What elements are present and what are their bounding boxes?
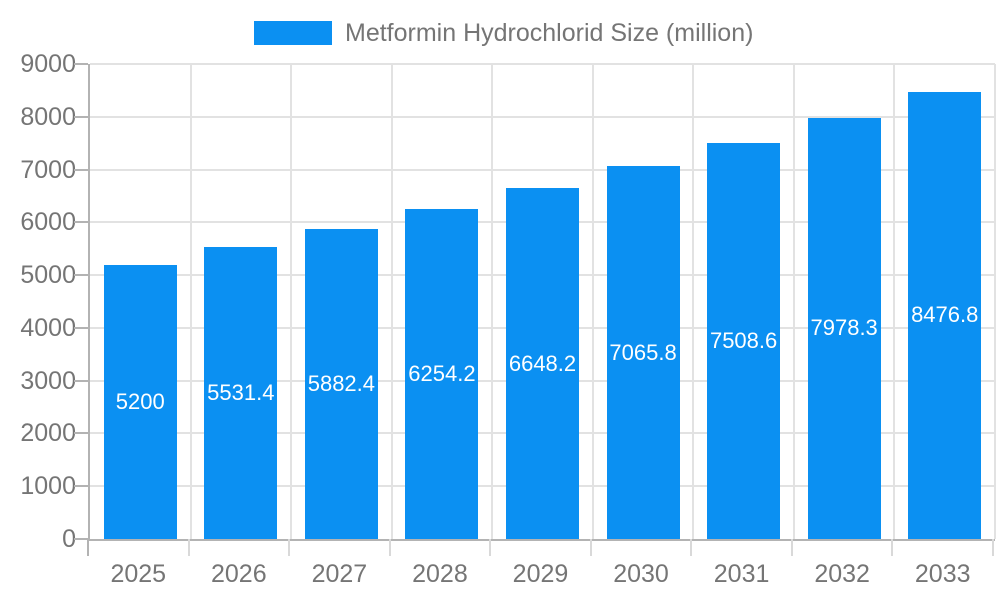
y-axis-label: 4000 [20,313,76,342]
x-axis-tick [288,539,291,556]
bar-2030: 7065.8 [606,166,680,539]
gridline-vertical [994,64,996,539]
bar-value-label: 5200 [115,388,165,414]
gridline-vertical [290,64,293,539]
y-axis-label: 9000 [20,50,76,78]
gridline-vertical [390,64,393,539]
gridline-horizontal [90,168,995,171]
y-axis-label: 8000 [20,102,76,131]
bar-value-label: 7065.8 [609,339,677,365]
chart-legend[interactable]: Metformin Hydrochlorid Size (million) [0,0,1000,56]
x-axis-label: 2025 [110,560,167,588]
legend-label: Metformin Hydrochlorid Size (million) [345,19,754,47]
x-axis-tick [589,539,592,556]
x-axis-label: 2026 [211,560,267,588]
y-axis-tick [74,326,88,329]
bar-2029: 6648.2 [506,188,579,539]
bar-value-label: 6648.2 [508,350,577,376]
x-axis-tick [388,539,391,556]
x-axis-label: 2029 [512,560,569,588]
bar-value-label: 5531.4 [207,380,275,406]
gridline-vertical [491,64,494,539]
x-axis-label: 2032 [814,560,870,588]
bar-value-label: 7978.3 [810,315,878,341]
gridline-vertical [591,64,594,539]
x-axis-tick [690,539,693,556]
bar-2033: 8476.8 [908,91,982,539]
y-axis-label: 6000 [20,208,76,237]
bar-value-label: 5882.4 [307,370,376,396]
bar-2027: 5882.4 [304,228,378,539]
x-axis-label: 2030 [613,560,669,588]
bar-value-label: 6254.2 [408,360,476,386]
y-axis-tick [74,485,88,488]
y-axis-tick [74,115,88,118]
x-axis-tick [87,539,89,556]
x-axis-label: 2028 [412,560,468,588]
gridline-vertical [792,64,795,539]
x-axis-tick [891,539,894,556]
gridline-vertical [893,64,896,539]
x-axis-label: 2031 [713,560,770,588]
plot-area: 5200 5531.4 5882.4 6254.2 6648.2 7065.8 7508.6… [88,63,996,541]
y-axis-tick [74,63,88,65]
y-axis-tick [74,168,88,171]
y-axis-label: 7000 [20,155,76,184]
bar-2025: 5200 [103,264,177,539]
x-axis-tick [790,539,793,556]
y-axis-label: 3000 [20,366,76,395]
y-axis-label: 1000 [20,472,76,501]
gridline-vertical [692,64,695,539]
legend-swatch[interactable] [254,21,332,45]
y-axis-tick [74,379,88,382]
x-axis-label: 2027 [311,560,368,588]
bar-2028: 6254.2 [405,208,479,539]
x-axis-tick [489,539,492,556]
bar-2026: 5531.4 [204,247,278,539]
x-axis-tick [992,539,994,556]
x-axis-tick [187,539,190,556]
y-axis-tick [74,274,88,277]
bar-value-label: 8476.8 [911,302,979,328]
y-axis-tick [74,538,88,540]
gridline-horizontal [90,115,995,118]
x-axis-label: 2033 [914,560,971,588]
y-axis-tick [74,221,88,224]
y-axis-label: 0 [62,525,76,553]
gridline-horizontal [90,63,995,65]
bar-2031: 7508.6 [707,142,781,539]
bar-value-label: 7508.6 [709,327,778,353]
y-axis-label: 5000 [20,261,76,290]
gridline-vertical [189,64,192,539]
y-axis-tick [74,432,88,435]
bar-2032: 7978.3 [807,117,881,539]
y-axis-label: 2000 [20,419,76,448]
